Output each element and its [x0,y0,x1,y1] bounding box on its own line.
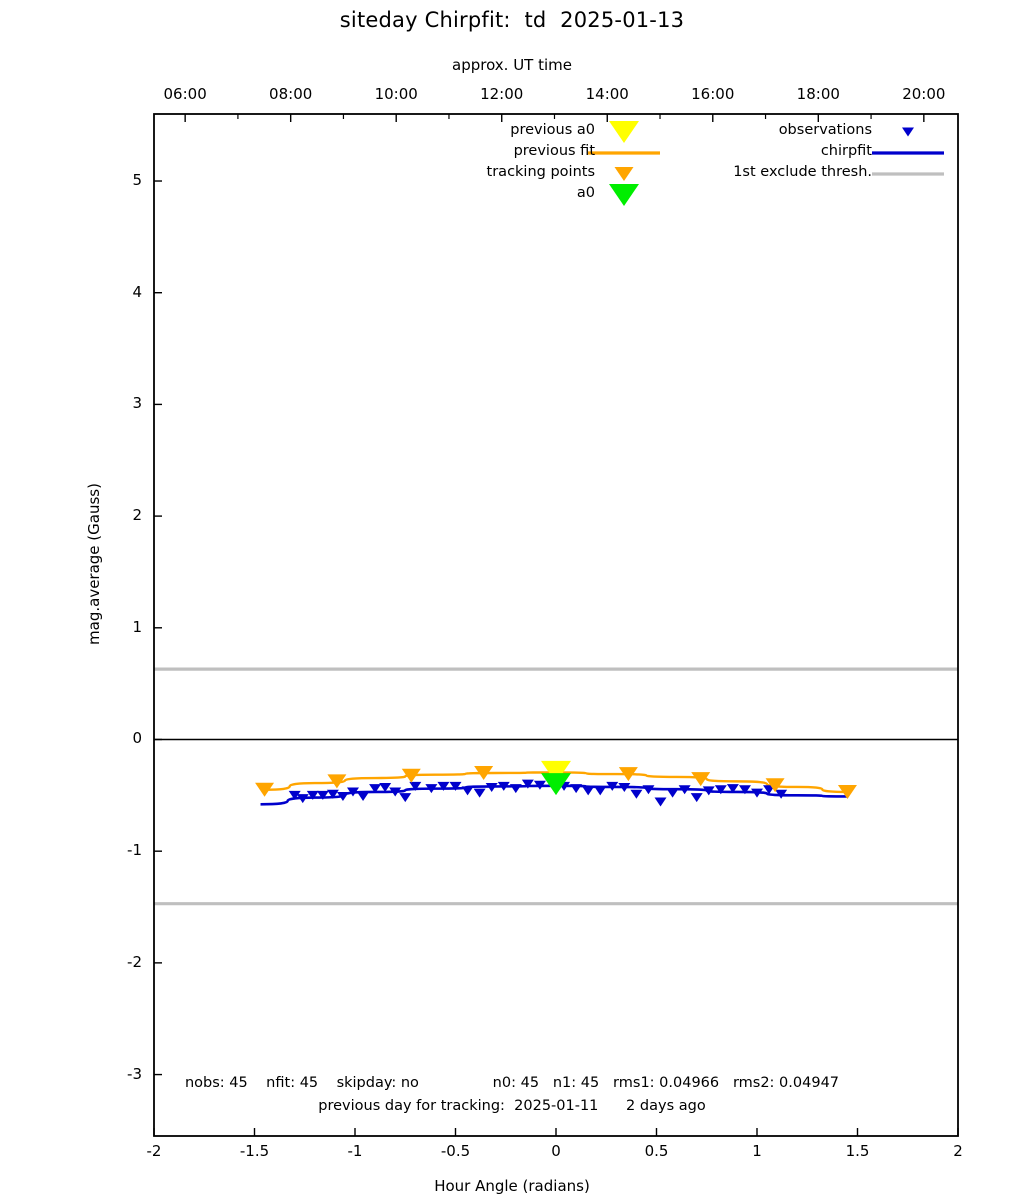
observation-marker [473,788,486,798]
observation-marker [630,789,643,799]
observation-marker [357,791,370,801]
legend-label-tracking-points: tracking points [486,164,595,180]
observation-marker [437,781,450,791]
tracking-point-marker [401,768,421,783]
y-tick-label: 1 [132,617,142,636]
tracking-point-marker [255,782,275,797]
legend-marker-swatch [609,184,639,206]
observation-marker [521,779,534,789]
observation-marker [533,780,546,790]
legend-label-1st-exclude-thresh: 1st exclude thresh. [733,164,872,180]
observation-marker [326,789,339,799]
observation-marker [369,784,382,794]
legend-label-previous-fit: previous fit [513,143,595,159]
x-tick-label: -0.5 [440,1142,471,1160]
observation-marker [316,790,329,800]
observation-marker [509,784,522,794]
x-tick-label: -2 [146,1142,162,1160]
top-tick-label: 12:00 [480,85,524,103]
observation-marker [678,785,691,795]
observation-marker [654,797,667,807]
observation-marker [582,786,595,796]
observation-marker [702,786,715,796]
top-tick-label: 10:00 [374,85,418,103]
legend-marker-swatch [609,121,639,143]
top-tick-label: 14:00 [585,85,629,103]
x-tick-label: 1.5 [845,1142,870,1160]
y-tick-label: 3 [132,394,142,413]
top-tick-label: 18:00 [796,85,840,103]
observation-marker [738,785,751,795]
tracking-point-marker [837,784,857,799]
a0-marker [541,773,571,796]
top-tick-label: 20:00 [902,85,946,103]
y-tick-label: 0 [132,729,142,748]
observation-marker [425,784,438,794]
page-title: siteday Chirpfit: td 2025-01-13 [339,8,685,32]
observation-marker [775,789,788,799]
x-tick-label: -1.5 [239,1142,270,1160]
observation-marker [389,787,402,797]
tracking-point-marker [474,765,494,780]
y-tick-label: -1 [127,841,142,860]
observation-marker [485,783,498,793]
legend-label-chirpfit: chirpfit [820,143,872,159]
observation-marker [379,783,392,793]
top-tick-label: 16:00 [691,85,735,103]
x-tick-label: 2 [953,1142,963,1160]
observation-marker [296,794,309,804]
top-axis-label: approx. UT time [452,56,572,74]
legend-marker-swatch [902,127,914,137]
tracking-point-marker [691,772,711,787]
x-tick-label: 0 [551,1142,561,1160]
observation-marker [346,787,359,797]
observation-marker [497,781,510,791]
stats-annotation-line-1: nobs: 45 nfit: 45 skipday: no n0: 45 n1:… [184,1075,840,1091]
legend-marker-swatch [614,167,634,181]
x-tick-label: 1 [752,1142,762,1160]
y-tick-label: 4 [132,282,142,301]
observation-marker [449,781,462,791]
observation-marker [690,793,703,803]
y-tick-label: 2 [132,506,142,525]
observation-marker [606,781,619,791]
legend-label-previous-a0: previous a0 [510,122,595,138]
observation-marker [618,783,631,793]
observation-marker [306,790,319,800]
x-tick-label: -1 [347,1142,363,1160]
observation-marker [399,793,412,803]
top-tick-label: 08:00 [269,85,313,103]
tracking-point-marker [765,778,785,793]
observation-marker [594,786,607,796]
observation-marker [666,788,679,798]
observation-marker [336,791,349,801]
observation-marker [570,784,583,794]
observation-marker [751,788,763,798]
observation-marker [714,785,727,795]
observation-marker [461,786,474,796]
x-tick-label: 0.5 [644,1142,669,1160]
y-tick-label: -2 [127,952,142,971]
legend-label-a0: a0 [576,185,595,201]
previous-a0-marker [541,760,571,783]
y-tick-label: -3 [127,1064,142,1083]
x-axis-label: Hour Angle (radians) [434,1177,590,1195]
tracking-point-marker [327,774,347,789]
tracking-annotation-line-2: previous day for tracking: 2025-01-11 2 … [318,1098,706,1114]
legend-label-observations: observations [778,122,872,138]
y-tick-label: 5 [132,171,142,190]
observation-marker [288,790,301,800]
top-tick-label: 06:00 [163,85,207,103]
observation-marker [726,784,739,794]
observation-marker [642,785,655,795]
observation-marker [409,781,422,791]
tracking-point-marker [618,767,638,782]
plot-frame [153,113,959,1137]
